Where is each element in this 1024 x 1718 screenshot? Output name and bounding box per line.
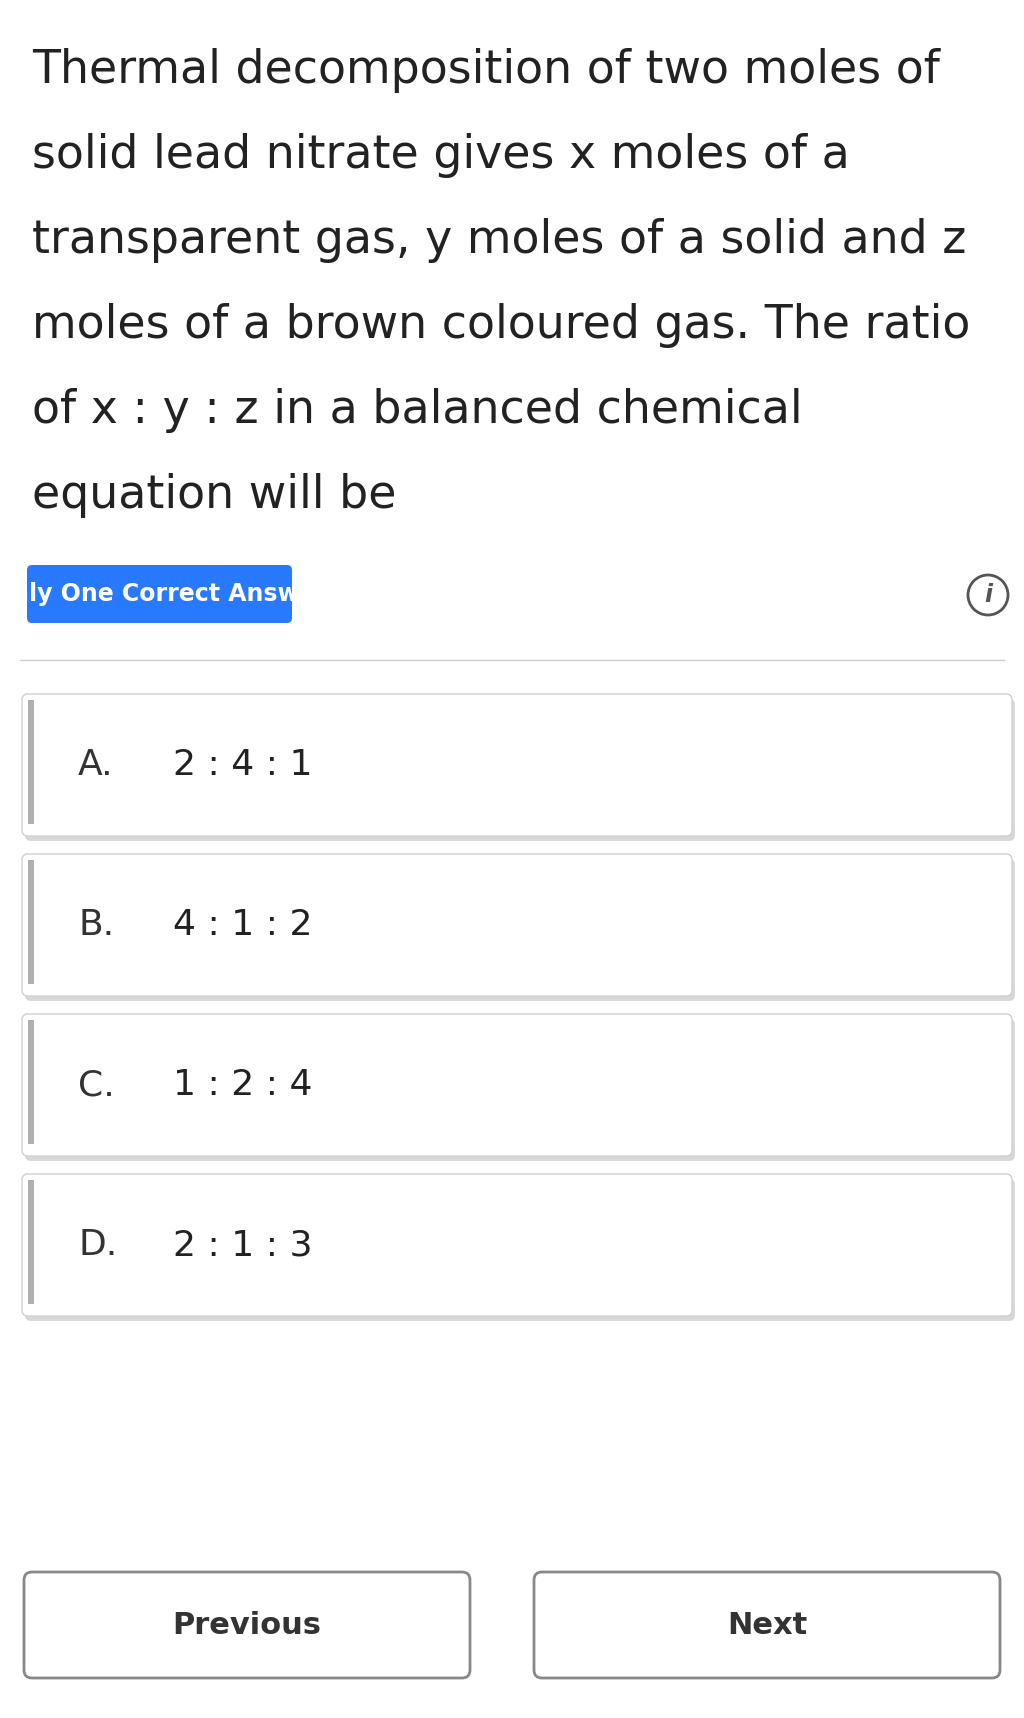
Text: moles of a brown coloured gas. The ratio: moles of a brown coloured gas. The ratio (32, 302, 971, 349)
FancyBboxPatch shape (25, 859, 1015, 1002)
Text: A.: A. (78, 747, 114, 782)
Bar (28, 699, 34, 825)
FancyBboxPatch shape (22, 694, 1012, 837)
FancyBboxPatch shape (22, 1014, 1012, 1156)
Text: 4 : 1 : 2: 4 : 1 : 2 (173, 909, 312, 941)
FancyBboxPatch shape (22, 854, 1012, 996)
Text: of x : y : z in a balanced chemical: of x : y : z in a balanced chemical (32, 388, 803, 433)
Text: equation will be: equation will be (32, 472, 396, 519)
Text: C.: C. (78, 1069, 115, 1101)
FancyBboxPatch shape (25, 1179, 1015, 1321)
FancyBboxPatch shape (24, 1572, 470, 1678)
FancyBboxPatch shape (534, 1572, 1000, 1678)
Text: Previous: Previous (172, 1610, 322, 1639)
Text: i: i (984, 582, 992, 606)
Text: B.: B. (78, 909, 114, 941)
Text: D.: D. (78, 1228, 118, 1263)
FancyBboxPatch shape (25, 1019, 1015, 1161)
Text: Only One Correct Answer: Only One Correct Answer (0, 582, 327, 606)
Bar (28, 861, 34, 984)
FancyBboxPatch shape (27, 565, 292, 624)
Text: solid lead nitrate gives x moles of a: solid lead nitrate gives x moles of a (32, 132, 850, 179)
Text: Thermal decomposition of two moles of: Thermal decomposition of two moles of (32, 48, 940, 93)
Bar (28, 1020, 34, 1144)
Text: 2 : 4 : 1: 2 : 4 : 1 (173, 747, 312, 782)
FancyBboxPatch shape (22, 1173, 1012, 1316)
Text: Next: Next (727, 1610, 807, 1639)
FancyBboxPatch shape (25, 699, 1015, 842)
Text: 1 : 2 : 4: 1 : 2 : 4 (173, 1069, 312, 1101)
Text: transparent gas, y moles of a solid and z: transparent gas, y moles of a solid and … (32, 218, 967, 263)
Text: 2 : 1 : 3: 2 : 1 : 3 (173, 1228, 312, 1263)
Bar (28, 1180, 34, 1304)
